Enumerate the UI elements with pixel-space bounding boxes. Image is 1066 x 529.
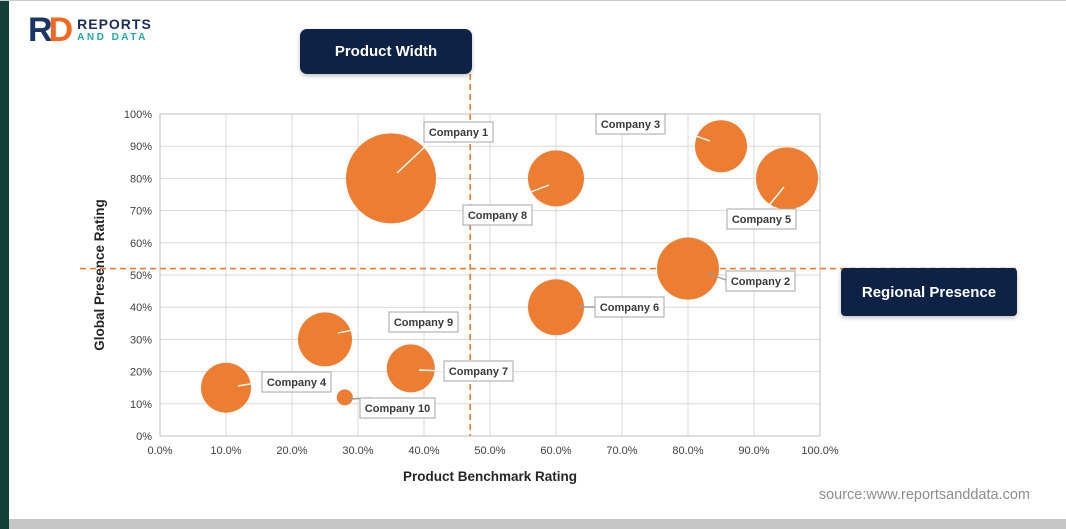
- x-tick-label: 0.0%: [147, 445, 172, 457]
- x-tick-label: 10.0%: [210, 445, 241, 457]
- y-tick-label: 70%: [130, 206, 152, 218]
- label-text-company-5: Company 5: [732, 214, 791, 226]
- y-tick-label: 40%: [130, 302, 152, 314]
- x-tick-label: 50.0%: [474, 445, 505, 457]
- brand-name-line1: REPORTS: [77, 16, 152, 33]
- brand-logo-text: REPORTS AND DATA: [77, 16, 152, 44]
- bubble-company-2: [657, 237, 719, 300]
- leader-line-company-3: [664, 124, 711, 142]
- x-tick-label: 80.0%: [672, 445, 703, 457]
- label-text-company-2: Company 2: [731, 276, 790, 288]
- x-tick-label: 40.0%: [408, 445, 439, 457]
- x-tick-label: 60.0%: [540, 445, 571, 457]
- brand-name-line2: AND DATA: [77, 32, 148, 44]
- label-box-company-10: [359, 397, 436, 419]
- label-text-company-3: Company 3: [601, 119, 660, 131]
- y-tick-label: 30%: [130, 334, 152, 346]
- bubble-company-1: [346, 133, 436, 224]
- leader-line-company-9: [337, 322, 390, 334]
- x-tick-label: 20.0%: [276, 445, 307, 457]
- y-tick-label: 10%: [130, 399, 152, 411]
- y-tick-label: 90%: [130, 141, 152, 153]
- bubble-company-3: [695, 120, 747, 173]
- product-width-banner: Product Width: [300, 29, 472, 74]
- bubble-company-9: [298, 312, 352, 367]
- leader-line-company-5: [765, 186, 785, 210]
- label-text-company-6: Company 6: [600, 302, 659, 314]
- label-box-company-6: [594, 296, 665, 318]
- bubble-company-5: [756, 147, 818, 210]
- y-tick-label: 60%: [130, 238, 152, 250]
- bubble-company-4: [201, 362, 251, 413]
- y-tick-label: 0%: [136, 431, 152, 443]
- bubble-company-10: [336, 389, 353, 406]
- leader-line-company-4: [237, 381, 263, 387]
- plot-border: [159, 113, 821, 437]
- label-box-company-3: [595, 113, 666, 135]
- label-box-company-5: [726, 208, 797, 230]
- x-tick-label: 90.0%: [738, 445, 769, 457]
- label-box-company-8: [462, 204, 533, 226]
- label-text-company-9: Company 9: [394, 317, 453, 329]
- leader-line-company-2: [705, 272, 727, 281]
- label-text-company-10: Company 10: [365, 403, 430, 415]
- leader-line-company-8: [496, 184, 550, 206]
- bubble-company-8: [528, 150, 584, 207]
- brand-logo-mark: RD: [28, 11, 73, 49]
- label-text-company-1: Company 1: [429, 127, 488, 139]
- y-tick-label: 80%: [130, 173, 152, 185]
- label-text-company-7: Company 7: [449, 366, 508, 378]
- y-tick-label: 100%: [124, 109, 152, 121]
- x-tick-label: 30.0%: [342, 445, 373, 457]
- bottom-scrollbar[interactable]: [9, 519, 1066, 529]
- x-tick-label: 70.0%: [606, 445, 637, 457]
- logo-letter-r: R: [28, 11, 52, 49]
- label-box-company-4: [261, 371, 332, 393]
- bubble-company-7: [386, 344, 435, 393]
- logo-letter-d: D: [48, 11, 73, 49]
- leader-line-company-1: [396, 141, 431, 174]
- label-box-company-7: [443, 360, 514, 382]
- bubble-company-6: [528, 279, 584, 336]
- label-box-company-9: [388, 311, 459, 333]
- y-axis-title: Global Presence Rating: [92, 199, 107, 351]
- label-box-company-2: [725, 270, 796, 292]
- x-axis-title: Product Benchmark Rating: [403, 469, 577, 484]
- y-tick-label: 50%: [130, 270, 152, 282]
- label-box-company-1: [423, 121, 494, 143]
- label-text-company-4: Company 4: [267, 377, 327, 389]
- source-text: source:www.reportsanddata.com: [818, 487, 1030, 503]
- left-edge-bar: [0, 1, 9, 529]
- brand-logo: RD REPORTS AND DATA: [28, 13, 152, 47]
- regional-presence-banner: Regional Presence: [841, 268, 1017, 316]
- label-text-company-8: Company 8: [468, 210, 527, 222]
- x-tick-label: 100.0%: [801, 445, 839, 457]
- y-tick-label: 20%: [130, 367, 152, 379]
- leader-line-company-7: [418, 369, 445, 372]
